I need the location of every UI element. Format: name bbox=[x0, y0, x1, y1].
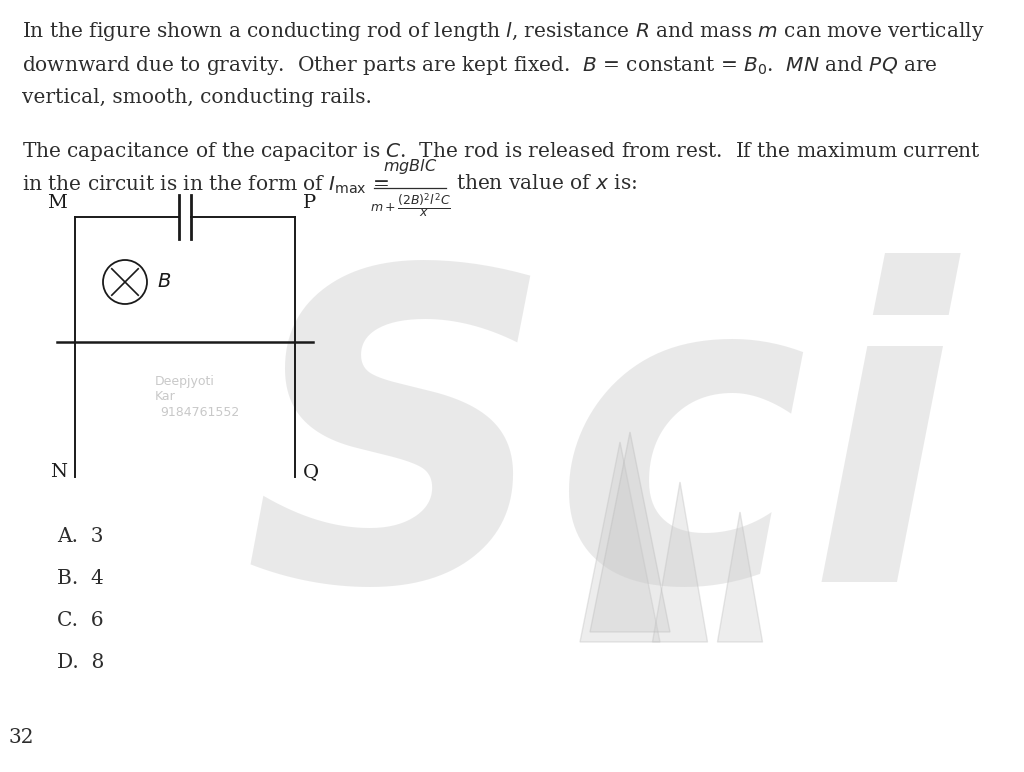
Text: 9184761552: 9184761552 bbox=[161, 405, 240, 418]
Text: In the figure shown a conducting rod of length $l$, resistance $R$ and mass $m$ : In the figure shown a conducting rod of … bbox=[22, 20, 984, 43]
Text: P: P bbox=[303, 194, 316, 212]
Text: Q: Q bbox=[303, 463, 319, 481]
Text: $mgBlC$: $mgBlC$ bbox=[383, 157, 437, 176]
Text: 32: 32 bbox=[8, 728, 34, 747]
Polygon shape bbox=[580, 442, 660, 642]
Text: $B$: $B$ bbox=[157, 273, 171, 291]
Text: Deepjyoti: Deepjyoti bbox=[155, 375, 215, 388]
Text: N: N bbox=[50, 463, 67, 481]
Text: Kar: Kar bbox=[155, 391, 175, 404]
Text: vertical, smooth, conducting rails.: vertical, smooth, conducting rails. bbox=[22, 88, 372, 107]
Text: D.  8: D. 8 bbox=[57, 653, 104, 672]
Text: downward due to gravity.  Other parts are kept fixed.  $B$ = constant = $B_0$.  : downward due to gravity. Other parts are… bbox=[22, 54, 938, 77]
Text: $m+\dfrac{(2B)^2l^2C}{x}$: $m+\dfrac{(2B)^2l^2C}{x}$ bbox=[370, 191, 451, 219]
Text: Sci: Sci bbox=[244, 253, 956, 671]
Text: C.  6: C. 6 bbox=[57, 611, 103, 630]
Text: B.  4: B. 4 bbox=[57, 569, 103, 588]
Text: A.  3: A. 3 bbox=[57, 527, 103, 546]
Text: then value of $x$ is:: then value of $x$ is: bbox=[456, 174, 637, 193]
Text: M: M bbox=[47, 194, 67, 212]
Polygon shape bbox=[590, 432, 670, 632]
Polygon shape bbox=[718, 512, 763, 642]
Text: in the circuit is in the form of $I_{\mathrm{max}}$ =: in the circuit is in the form of $I_{\ma… bbox=[22, 174, 389, 196]
Polygon shape bbox=[652, 482, 708, 642]
Text: The capacitance of the capacitor is $C$.  The rod is released from rest.  If the: The capacitance of the capacitor is $C$.… bbox=[22, 140, 981, 163]
